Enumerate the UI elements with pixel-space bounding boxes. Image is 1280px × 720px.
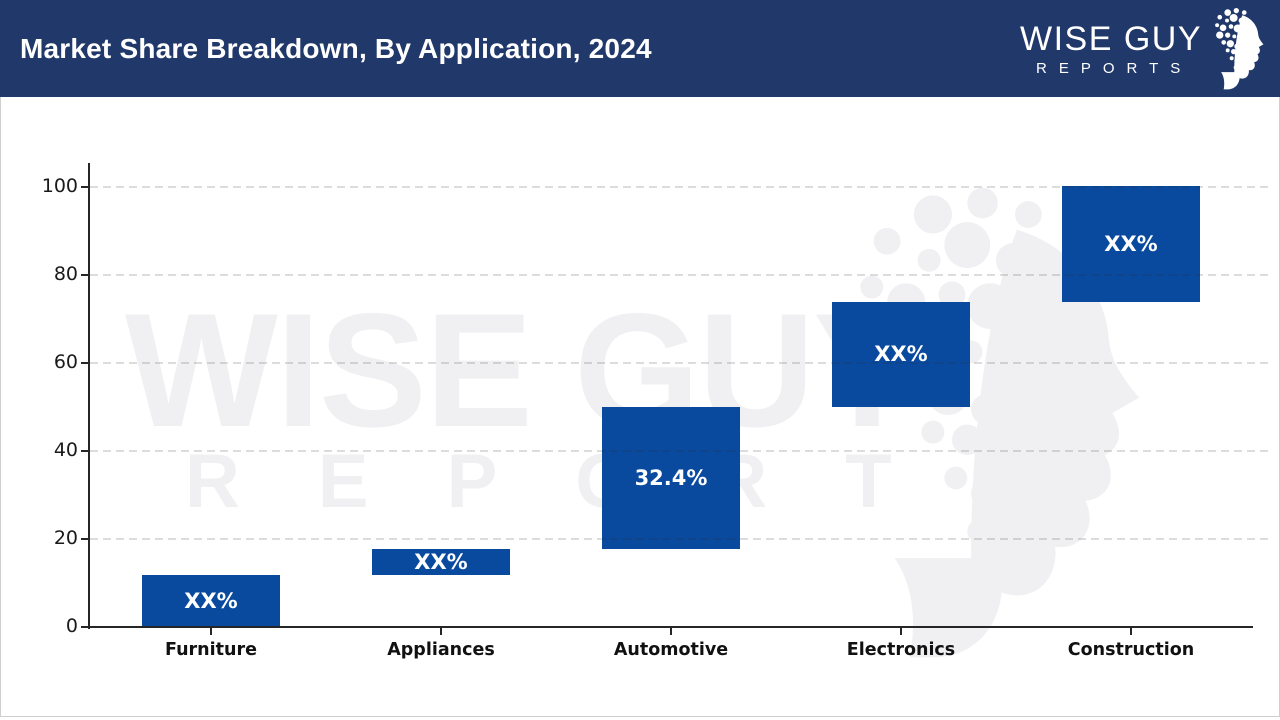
bar-value-label: XX%	[874, 342, 928, 367]
ytick-mark-0	[81, 626, 88, 628]
ytick-label-20: 20	[53, 527, 78, 549]
bar-electronics: XX%	[832, 301, 970, 407]
frame-bottom-line	[0, 716, 1280, 717]
gridline-60	[90, 362, 1268, 364]
plot-area: 0 20 40 60 80 100 XX% Furniture XX% Appliances 32.…	[0, 97, 1280, 717]
gridline-20	[90, 538, 1268, 540]
bar-value-label: 32.4%	[634, 465, 708, 490]
wiseguy-logo: WISE GUY REPORTS	[1020, 4, 1270, 94]
bar-value-label: XX%	[1104, 231, 1158, 256]
bar-construction: XX%	[1062, 186, 1200, 302]
bar-automotive: 32.4%	[602, 406, 740, 550]
ytick-mark-20	[81, 538, 88, 540]
gridline-80	[90, 274, 1268, 276]
ytick-mark-40	[81, 450, 88, 452]
gridline-40	[90, 450, 1268, 452]
ytick-mark-60	[81, 362, 88, 364]
bar-appliances: XX%	[372, 549, 510, 576]
ytick-label-100: 100	[41, 175, 78, 197]
logo-tagline: REPORTS	[1036, 60, 1193, 77]
wiseguy-head-icon	[1215, 7, 1264, 90]
watermark-text-line1: WISE GUY	[125, 280, 921, 461]
logo-name: WISE GUY	[1020, 20, 1203, 58]
bar-value-label: XX%	[184, 589, 238, 614]
category-label-automotive: Automotive	[613, 640, 729, 660]
xtick-mark-2	[670, 628, 672, 635]
page-title: Market Share Breakdown, By Application, …	[20, 32, 652, 64]
xtick-mark-4	[1130, 628, 1132, 635]
header-bar: Market Share Breakdown, By Application, …	[0, 0, 1280, 97]
xtick-mark-1	[440, 628, 442, 635]
category-label-appliances: Appliances	[387, 640, 495, 660]
ytick-label-60: 60	[53, 351, 78, 373]
gridline-100	[90, 186, 1268, 188]
ytick-mark-100	[81, 186, 88, 188]
ytick-label-0: 0	[65, 615, 78, 637]
ytick-label-40: 40	[53, 439, 78, 461]
x-axis	[88, 626, 1253, 628]
category-label-electronics: Electronics	[846, 640, 956, 660]
category-label-construction: Construction	[1067, 640, 1195, 660]
y-axis	[88, 163, 90, 629]
bar-value-label: XX%	[414, 550, 468, 575]
ytick-mark-80	[81, 274, 88, 276]
category-label-furniture: Furniture	[165, 640, 257, 660]
frame-left-line	[0, 97, 1, 717]
xtick-mark-3	[900, 628, 902, 635]
bar-furniture: XX%	[142, 575, 280, 627]
xtick-mark-0	[210, 628, 212, 635]
ytick-label-80: 80	[53, 263, 78, 285]
